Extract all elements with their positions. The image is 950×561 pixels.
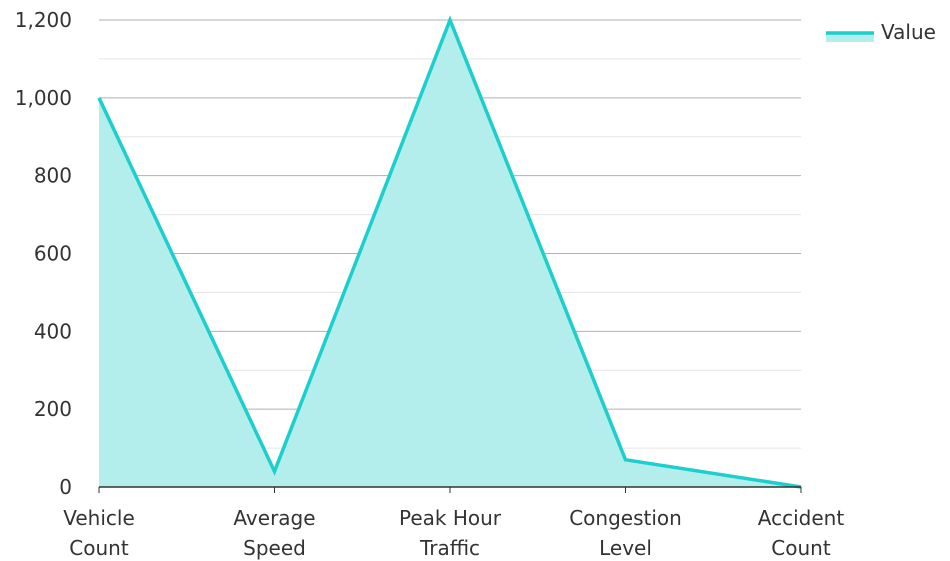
series-area-group bbox=[97, 15, 802, 489]
axes bbox=[98, 486, 802, 493]
x-tick-label-line: Level bbox=[599, 536, 652, 560]
y-tick-label: 1,200 bbox=[15, 8, 72, 32]
series-line bbox=[97, 15, 802, 489]
x-tick-labels: Vehicle Count Average Speed Peak Hour Traffic… bbox=[63, 506, 844, 560]
y-tick-label: 600 bbox=[34, 242, 72, 266]
y-tick-label: 0 bbox=[59, 475, 72, 499]
y-tick-label: 1,000 bbox=[15, 86, 72, 110]
x-tick-label: Vehicle Count bbox=[63, 506, 135, 560]
x-tick-label-line: Speed bbox=[243, 536, 306, 560]
x-tick-label-line: Vehicle bbox=[63, 506, 135, 530]
x-tick-label-line: Traffic bbox=[419, 536, 480, 560]
x-tick-label-line: Count bbox=[69, 536, 129, 560]
x-tick-label-line: Average bbox=[233, 506, 315, 530]
x-tick-label: Average Speed bbox=[233, 506, 315, 560]
y-tick-labels: 0 200 400 600 800 1,000 1,200 bbox=[15, 8, 72, 499]
y-tick-label: 800 bbox=[34, 164, 72, 188]
series-area-fill bbox=[99, 20, 801, 487]
y-tick-label: 400 bbox=[34, 319, 72, 343]
x-tick-label: Congestion Level bbox=[569, 506, 682, 560]
x-tick-label-line: Congestion bbox=[569, 506, 682, 530]
legend-swatch-fill bbox=[826, 34, 874, 42]
x-tick-label-line: Peak Hour bbox=[399, 506, 502, 530]
x-tick-label-line: Count bbox=[771, 536, 831, 560]
x-tick-label: Peak Hour Traffic bbox=[399, 506, 502, 560]
legend: Value bbox=[826, 20, 936, 44]
legend-label: Value bbox=[881, 20, 936, 44]
x-tick-label: Accident Count bbox=[758, 506, 845, 560]
y-tick-label: 200 bbox=[34, 397, 72, 421]
x-tick-label-line: Accident bbox=[758, 506, 845, 530]
